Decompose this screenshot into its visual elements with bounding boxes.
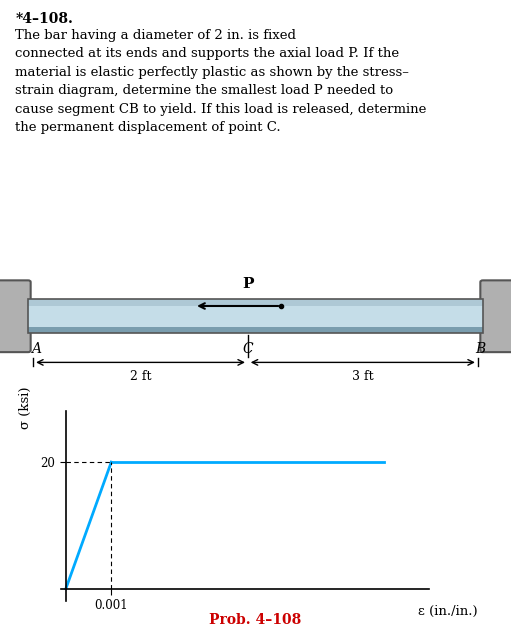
FancyBboxPatch shape bbox=[0, 280, 31, 352]
Text: 3 ft: 3 ft bbox=[352, 370, 374, 383]
Text: Prob. 4–108: Prob. 4–108 bbox=[210, 613, 301, 627]
Text: The bar having a diameter of 2 in. is fixed
connected at its ends and supports t: The bar having a diameter of 2 in. is fi… bbox=[15, 29, 427, 134]
Bar bbox=[28, 299, 483, 334]
Text: C: C bbox=[243, 342, 253, 356]
Text: A: A bbox=[31, 342, 41, 356]
Text: B: B bbox=[475, 342, 485, 356]
Text: P: P bbox=[242, 277, 253, 291]
Text: *4–108.: *4–108. bbox=[15, 12, 73, 26]
Bar bbox=[28, 327, 483, 334]
Text: 2 ft: 2 ft bbox=[130, 370, 151, 383]
FancyBboxPatch shape bbox=[480, 280, 511, 352]
Bar bbox=[28, 306, 483, 327]
X-axis label: ε (in./in.): ε (in./in.) bbox=[418, 605, 477, 618]
Y-axis label: σ (ksi): σ (ksi) bbox=[19, 386, 32, 429]
Bar bbox=[28, 299, 483, 306]
